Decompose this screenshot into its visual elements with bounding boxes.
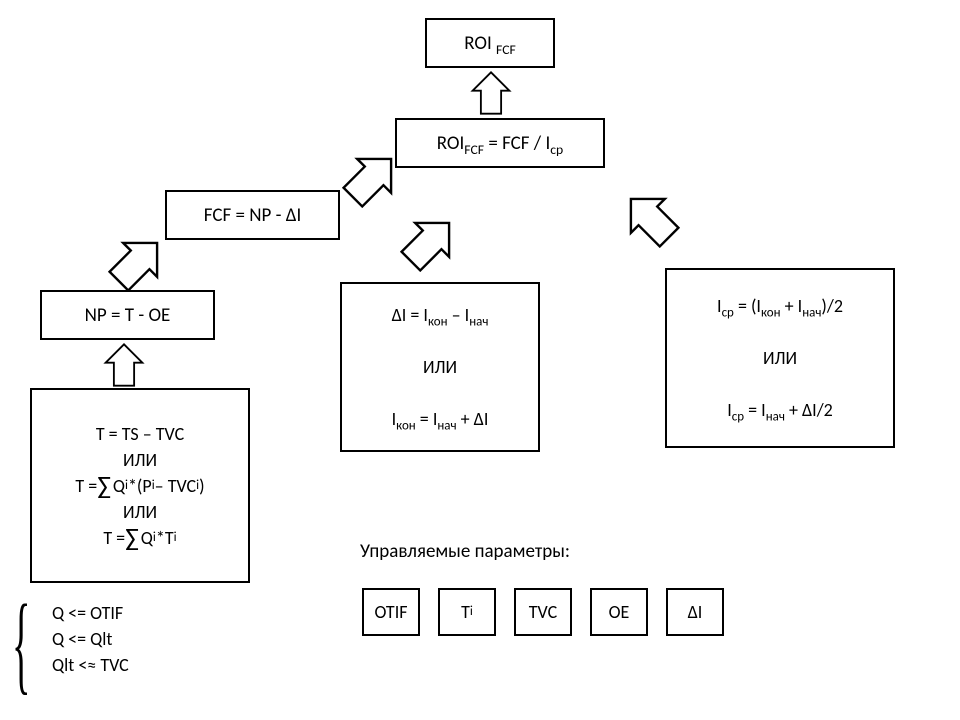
param-box: TVC bbox=[514, 588, 572, 636]
node-roi-eq-label: ROIFCF = FCF / Iср bbox=[437, 132, 563, 155]
arrow-fcf-to-roi bbox=[342, 148, 402, 208]
param-box: OE bbox=[590, 588, 648, 636]
constraints-list: Q <= OTIFQ <= QltQlt <≈ TVC bbox=[52, 600, 129, 678]
node-i-avg: Iср = (Iкон + Iнач)/2 ИЛИ Iср = Iнач + Δ… bbox=[665, 268, 895, 448]
arrow-t-to-np bbox=[95, 342, 153, 388]
params-row: OTIF Ti TVC OE ΔI bbox=[362, 588, 724, 636]
node-np-label: NP = T - OE bbox=[85, 304, 171, 327]
brace-icon: { bbox=[12, 588, 30, 698]
node-roi-top-label: ROI FCF bbox=[464, 32, 516, 55]
node-fcf-label: FCF = NP - ΔI bbox=[204, 204, 301, 227]
arrow-di-to-roi bbox=[400, 212, 460, 272]
param-box: ΔI bbox=[666, 588, 724, 636]
params-title: Управляемые параметры: bbox=[360, 540, 570, 563]
node-np: NP = T - OE bbox=[40, 290, 215, 340]
param-box: Ti bbox=[438, 588, 496, 636]
node-delta-i: ΔI = Iкон – Iнач ИЛИ Iкон = Iнач + ΔI bbox=[340, 282, 540, 452]
arrow-iavg-to-roi bbox=[620, 188, 680, 248]
arrow-roi-top bbox=[462, 70, 520, 116]
node-roi-eq: ROIFCF = FCF / Iср bbox=[395, 118, 605, 168]
node-roi-top: ROI FCF bbox=[425, 18, 555, 68]
node-fcf: FCF = NP - ΔI bbox=[165, 190, 340, 240]
node-t-formulas: T = TS – TVCИЛИT = ∑Qi*(Pi – TVCi)ИЛИT =… bbox=[30, 388, 250, 583]
param-box: OTIF bbox=[362, 588, 420, 636]
arrow-np-to-fcf bbox=[108, 232, 168, 292]
